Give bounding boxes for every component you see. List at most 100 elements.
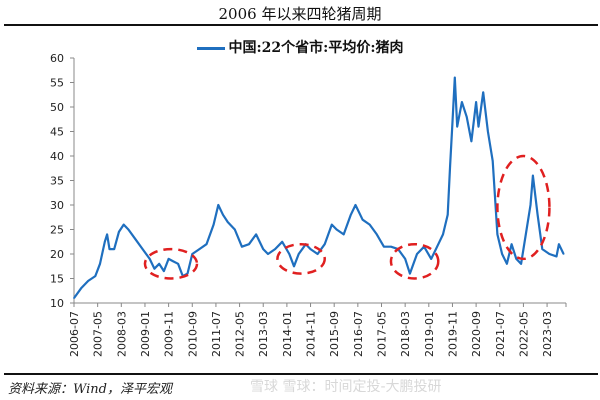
trough-highlight-ellipse — [276, 242, 326, 275]
data-point — [113, 248, 116, 250]
y-tick-label: 60 — [50, 52, 64, 65]
data-point — [212, 223, 215, 226]
data-point — [163, 270, 165, 272]
data-point — [404, 258, 406, 260]
data-point — [127, 228, 130, 231]
data-point — [506, 263, 508, 265]
data-point — [309, 248, 312, 250]
x-tick-label: 2014-11 — [305, 311, 318, 357]
data-point — [288, 253, 291, 255]
data-point — [73, 297, 75, 299]
watermark: 雪球 雪球：时间定投-大鹏投研 — [250, 379, 442, 395]
data-point — [331, 223, 333, 226]
bottom-rule — [4, 373, 598, 375]
x-tick-label: 2007-05 — [92, 311, 105, 357]
data-point — [555, 255, 558, 258]
data-point — [167, 258, 170, 260]
data-point — [465, 116, 468, 118]
data-point — [153, 267, 156, 270]
chart-title: 2006 年以来四轮猪周期 — [218, 5, 382, 23]
data-point — [316, 253, 319, 255]
data-point — [477, 125, 480, 128]
y-tick-label: 20 — [50, 248, 64, 261]
data-point — [297, 253, 300, 255]
data-point — [262, 248, 265, 250]
y-tick-label: 10 — [50, 297, 64, 310]
data-point — [524, 233, 527, 236]
data-point — [87, 280, 89, 282]
data-point — [267, 253, 269, 255]
x-tick-label: 2019-01 — [423, 311, 436, 357]
data-point — [222, 214, 224, 216]
top-rule — [4, 24, 598, 26]
trough-highlight-ellipse — [389, 242, 440, 280]
data-point — [241, 245, 243, 248]
x-tick-label: 2019-11 — [446, 311, 459, 357]
data-point — [390, 245, 392, 248]
data-point — [409, 272, 411, 275]
data-point — [80, 287, 82, 290]
data-point — [442, 233, 444, 236]
x-tick-label: 2018-03 — [399, 311, 412, 357]
x-tick-label: 2014-01 — [281, 311, 294, 357]
data-point — [141, 248, 144, 250]
y-tick-label: 55 — [50, 77, 64, 90]
data-point — [451, 120, 454, 123]
data-point — [482, 91, 485, 94]
data-point — [293, 265, 295, 268]
x-tick-label: 2023-03 — [541, 311, 554, 357]
data-point — [510, 243, 513, 245]
data-point — [342, 233, 345, 236]
data-point — [248, 243, 250, 245]
data-point — [532, 174, 534, 177]
data-point — [158, 263, 160, 265]
data-point — [349, 214, 352, 216]
x-tick-label: 2013-03 — [257, 311, 270, 357]
x-tick-label: 2010-09 — [186, 311, 199, 357]
data-point — [274, 248, 276, 250]
data-point — [118, 231, 120, 233]
data-point — [255, 233, 257, 236]
data-point — [456, 125, 458, 128]
x-tick-label: 2006-07 — [68, 311, 81, 357]
x-tick-label: 2022-05 — [517, 311, 530, 357]
x-tick-label: 2008-03 — [115, 311, 128, 357]
data-point — [368, 223, 371, 226]
data-point — [226, 221, 229, 223]
data-point — [536, 214, 539, 216]
data-point — [323, 243, 326, 245]
data-point — [198, 248, 201, 250]
data-point — [520, 263, 522, 265]
data-point — [234, 228, 236, 231]
data-point — [281, 240, 283, 243]
x-tick-label: 2009-11 — [163, 311, 176, 357]
data-point — [335, 228, 338, 231]
y-tick-label: 50 — [50, 101, 64, 114]
data-point — [122, 223, 125, 226]
y-tick-label: 15 — [50, 273, 64, 286]
data-point — [541, 248, 544, 250]
data-point — [375, 233, 378, 236]
data-point — [354, 204, 357, 206]
data-point — [454, 76, 456, 79]
data-point — [430, 258, 432, 260]
data-point — [548, 253, 551, 255]
trough-highlight-ellipse — [496, 154, 551, 261]
data-point — [134, 238, 137, 241]
data-point — [491, 160, 494, 162]
data-point — [191, 253, 194, 255]
x-tick-label: 2011-07 — [210, 311, 223, 357]
data-point — [562, 253, 565, 255]
x-tick-label: 2012-05 — [234, 311, 247, 357]
data-point — [470, 140, 473, 143]
data-point — [172, 260, 175, 263]
data-point — [446, 214, 449, 216]
data-point — [148, 258, 151, 260]
y-tick-label: 40 — [50, 150, 64, 163]
data-point — [217, 204, 220, 206]
data-point — [416, 253, 418, 255]
data-point — [461, 101, 463, 103]
data-point — [106, 233, 108, 236]
data-point — [99, 263, 101, 265]
